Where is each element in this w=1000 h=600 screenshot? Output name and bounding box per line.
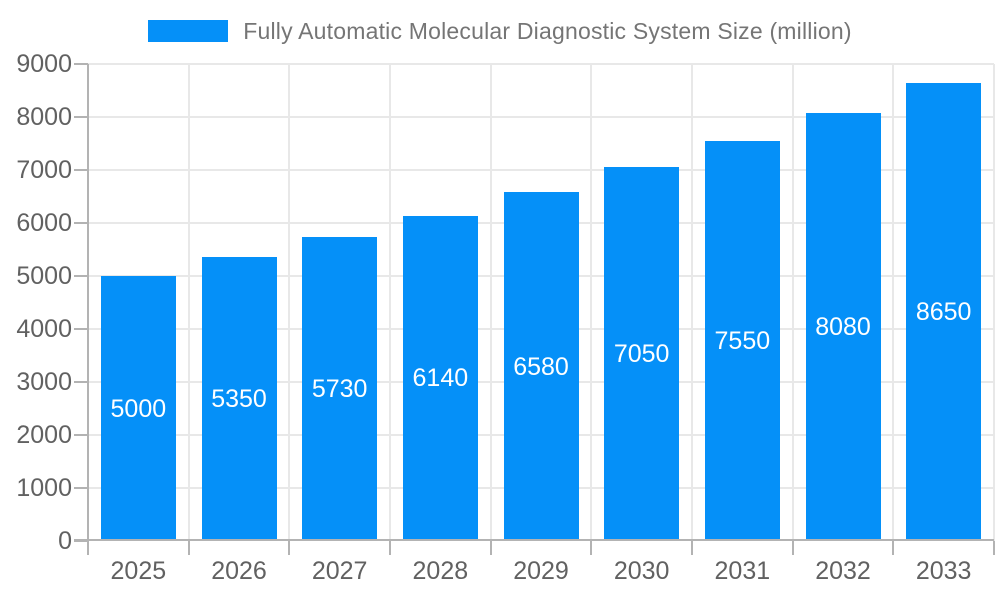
- x-axis-line: [74, 539, 994, 541]
- x-tick-mark: [288, 541, 291, 555]
- gridline-v: [791, 64, 794, 541]
- x-tick-mark: [993, 541, 995, 555]
- x-tick-label: 2033: [915, 557, 972, 585]
- y-tick-mark: [74, 540, 88, 542]
- legend-swatch: [148, 20, 229, 42]
- gridline-v: [389, 64, 391, 541]
- gridline-h: [88, 116, 994, 118]
- plot-area: 0 1000 2000 3000 4000 5000 6000 7000 8000 9000 500…: [16, 50, 995, 585]
- y-tick-label: 7000: [16, 156, 72, 184]
- x-tick-mark: [691, 541, 693, 555]
- x-tick-mark: [389, 541, 391, 555]
- x-tick-mark: [489, 541, 492, 555]
- bar: 7050: [604, 167, 680, 541]
- y-tick-label: 3000: [16, 368, 72, 396]
- bar-value-label: 7550: [714, 326, 771, 355]
- gridline-v: [892, 64, 895, 541]
- gridline-h: [88, 63, 994, 65]
- y-tick-label: 2000: [16, 421, 72, 449]
- x-tick-label: 2026: [211, 557, 267, 585]
- y-tick-label: 5000: [16, 262, 72, 290]
- x-tick-label: 2027: [311, 557, 368, 585]
- bar: 5350: [201, 257, 277, 541]
- y-tick-label: 6000: [16, 209, 72, 237]
- bar: 6580: [503, 192, 579, 541]
- bar-value-label: 8650: [915, 297, 972, 326]
- y-tick-label: 4000: [16, 315, 72, 343]
- legend-label: Fully Automatic Molecular Diagnostic Sys…: [243, 17, 852, 44]
- x-tick-mark: [590, 541, 593, 555]
- x-tick-mark: [892, 541, 895, 555]
- y-tick-mark: [74, 434, 88, 436]
- y-tick-mark: [74, 222, 88, 224]
- bar: 7550: [704, 140, 780, 541]
- y-tick-mark: [74, 487, 88, 489]
- gridline-v: [590, 64, 593, 541]
- x-tick-mark: [187, 541, 190, 555]
- x-tick-label: 2029: [513, 557, 569, 585]
- y-tick-label: 8000: [16, 103, 72, 131]
- y-tick-mark: [74, 116, 88, 118]
- bar: 6140: [402, 215, 478, 541]
- gridline-v: [993, 64, 995, 541]
- gridline-v: [489, 64, 492, 541]
- bar-value-label: 6580: [513, 352, 569, 381]
- y-tick-mark: [74, 169, 88, 171]
- x-tick-label: 2032: [815, 557, 871, 585]
- y-tick-mark: [74, 63, 88, 65]
- y-tick-label: 0: [58, 527, 72, 555]
- gridline-h: [88, 169, 994, 171]
- y-tick-label: 9000: [16, 50, 72, 78]
- bar-value-label: 5350: [211, 385, 267, 414]
- bar-value-label: 6140: [412, 364, 469, 393]
- gridline-v: [691, 64, 693, 541]
- bar-value-label: 5000: [110, 394, 167, 423]
- bar-value-label: 7050: [613, 340, 670, 369]
- gridline-v: [288, 64, 291, 541]
- bar: 8650: [906, 82, 982, 541]
- legend: Fully Automatic Molecular Diagnostic Sys…: [0, 15, 1000, 47]
- x-tick-mark: [791, 541, 794, 555]
- y-tick-mark: [74, 328, 88, 330]
- x-tick-label: 2030: [613, 557, 670, 585]
- gridline-v: [187, 64, 190, 541]
- x-tick-label: 2028: [412, 557, 469, 585]
- bar-value-label: 5730: [311, 375, 368, 404]
- bar-value-label: 8080: [815, 312, 871, 341]
- x-tick-label: 2031: [714, 557, 771, 585]
- y-tick-mark: [74, 275, 88, 277]
- y-axis-line: [87, 64, 89, 555]
- bar: 8080: [805, 112, 881, 541]
- bar: 5000: [100, 276, 176, 541]
- y-tick-mark: [74, 381, 88, 383]
- x-tick-label: 2025: [110, 557, 167, 585]
- y-tick-label: 1000: [16, 474, 72, 502]
- bar: 5730: [302, 237, 378, 541]
